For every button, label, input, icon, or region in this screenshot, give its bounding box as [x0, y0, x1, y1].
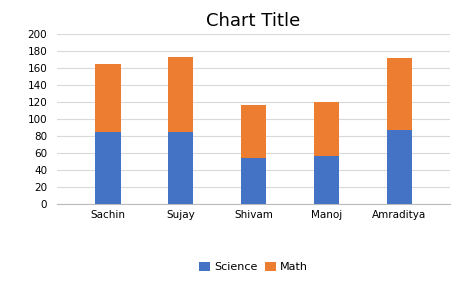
- Legend: Science, Math: Science, Math: [194, 258, 313, 277]
- Bar: [314, 102, 339, 156]
- Bar: [314, 156, 339, 204]
- Title: Chart Title: Chart Title: [207, 12, 301, 30]
- Bar: [387, 58, 412, 130]
- Bar: [241, 158, 266, 204]
- Bar: [387, 130, 412, 204]
- Bar: [95, 64, 120, 132]
- Bar: [241, 105, 266, 158]
- Bar: [95, 132, 120, 204]
- Bar: [168, 57, 193, 132]
- Bar: [168, 132, 193, 204]
